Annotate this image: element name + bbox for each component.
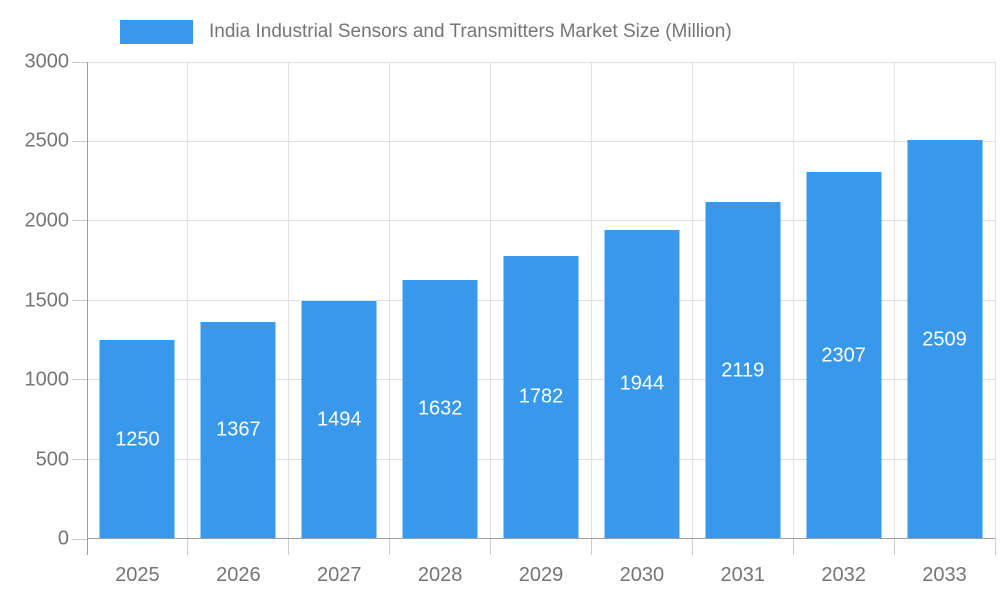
- legend-label: India Industrial Sensors and Transmitter…: [209, 21, 732, 42]
- x-tick-label: 2033: [922, 564, 967, 586]
- x-tick-label: 2028: [417, 564, 463, 586]
- x-tick-mark: [590, 539, 592, 555]
- bar-value-label: 1250: [115, 428, 160, 451]
- gridline-vertical: [288, 62, 290, 539]
- x-tick-mark: [490, 539, 492, 555]
- y-tick-label: 3000: [24, 50, 70, 73]
- gridline-vertical: [590, 62, 592, 539]
- gridline-vertical: [893, 62, 895, 539]
- bar-2033: 2509: [907, 140, 983, 539]
- gridline-vertical: [792, 62, 794, 539]
- bar-value-label: 2509: [922, 328, 967, 351]
- x-tick-label: 2030: [619, 564, 665, 586]
- gridline-vertical: [187, 62, 189, 539]
- x-tick-mark: [893, 539, 895, 555]
- y-tick-label: 0: [57, 527, 69, 550]
- gridline-vertical: [490, 62, 492, 539]
- x-tick-mark: [288, 539, 290, 555]
- gridline-horizontal: [87, 140, 995, 142]
- bar-value-label: 1782: [518, 385, 564, 408]
- bar-value-label: 2119: [721, 359, 765, 382]
- gridline-horizontal: [87, 61, 995, 63]
- x-tick-label: 2032: [821, 564, 866, 586]
- bar-value-label: 1367: [216, 418, 261, 441]
- y-tick-label: 1000: [24, 368, 70, 391]
- bar-2027: 1494: [301, 301, 377, 539]
- gridline-horizontal: [87, 220, 995, 222]
- y-tick-label: 2000: [24, 209, 70, 232]
- x-tick-label: 2025: [115, 564, 160, 586]
- y-tick-mark: [72, 538, 87, 540]
- y-tick-mark: [72, 300, 87, 301]
- x-tick-mark: [187, 539, 189, 555]
- y-tick-label: 500: [35, 448, 69, 470]
- y-tick-mark: [72, 379, 87, 381]
- gridline-vertical: [389, 62, 391, 539]
- bar-value-label: 1944: [619, 372, 665, 395]
- x-axis-line: [87, 538, 995, 539]
- y-tick-mark: [72, 220, 87, 222]
- plot-area: 0 500 1000 1500 2000 2500 3000 1250 2025 1367 2026…: [25, 51, 996, 586]
- x-tick-label: 2031: [720, 564, 766, 586]
- x-tick-mark: [792, 539, 794, 555]
- y-tick-label: 1500: [24, 289, 70, 311]
- x-tick-mark: [389, 539, 391, 555]
- bar-2031: 2119: [705, 202, 781, 539]
- x-tick-label: 2026: [216, 564, 261, 586]
- y-tick-mark: [72, 140, 87, 142]
- bar-2026: 1367: [200, 321, 276, 539]
- bar-value-label: 1632: [417, 397, 463, 420]
- bar-2025: 1250: [99, 340, 175, 539]
- y-tick-label: 2500: [24, 129, 70, 152]
- y-tick-mark: [72, 459, 87, 460]
- bar-2030: 1944: [604, 229, 680, 539]
- x-tick-mark: [691, 539, 693, 555]
- bar-2029: 1782: [503, 255, 579, 539]
- bar-2032: 2307: [806, 172, 882, 539]
- gridline-vertical: [994, 62, 996, 539]
- bar-2028: 1632: [402, 279, 478, 539]
- gridline-vertical: [691, 62, 693, 539]
- y-tick-mark: [72, 61, 87, 63]
- legend[interactable]: India Industrial Sensors and Transmitter…: [120, 20, 732, 44]
- y-axis-line: [87, 62, 88, 555]
- bar-value-label: 2307: [821, 344, 866, 367]
- bar-value-label: 1494: [316, 408, 362, 431]
- x-tick-mark: [994, 539, 996, 555]
- legend-swatch-icon: [120, 20, 193, 44]
- x-tick-label: 2027: [316, 564, 362, 586]
- x-tick-label: 2029: [518, 564, 564, 586]
